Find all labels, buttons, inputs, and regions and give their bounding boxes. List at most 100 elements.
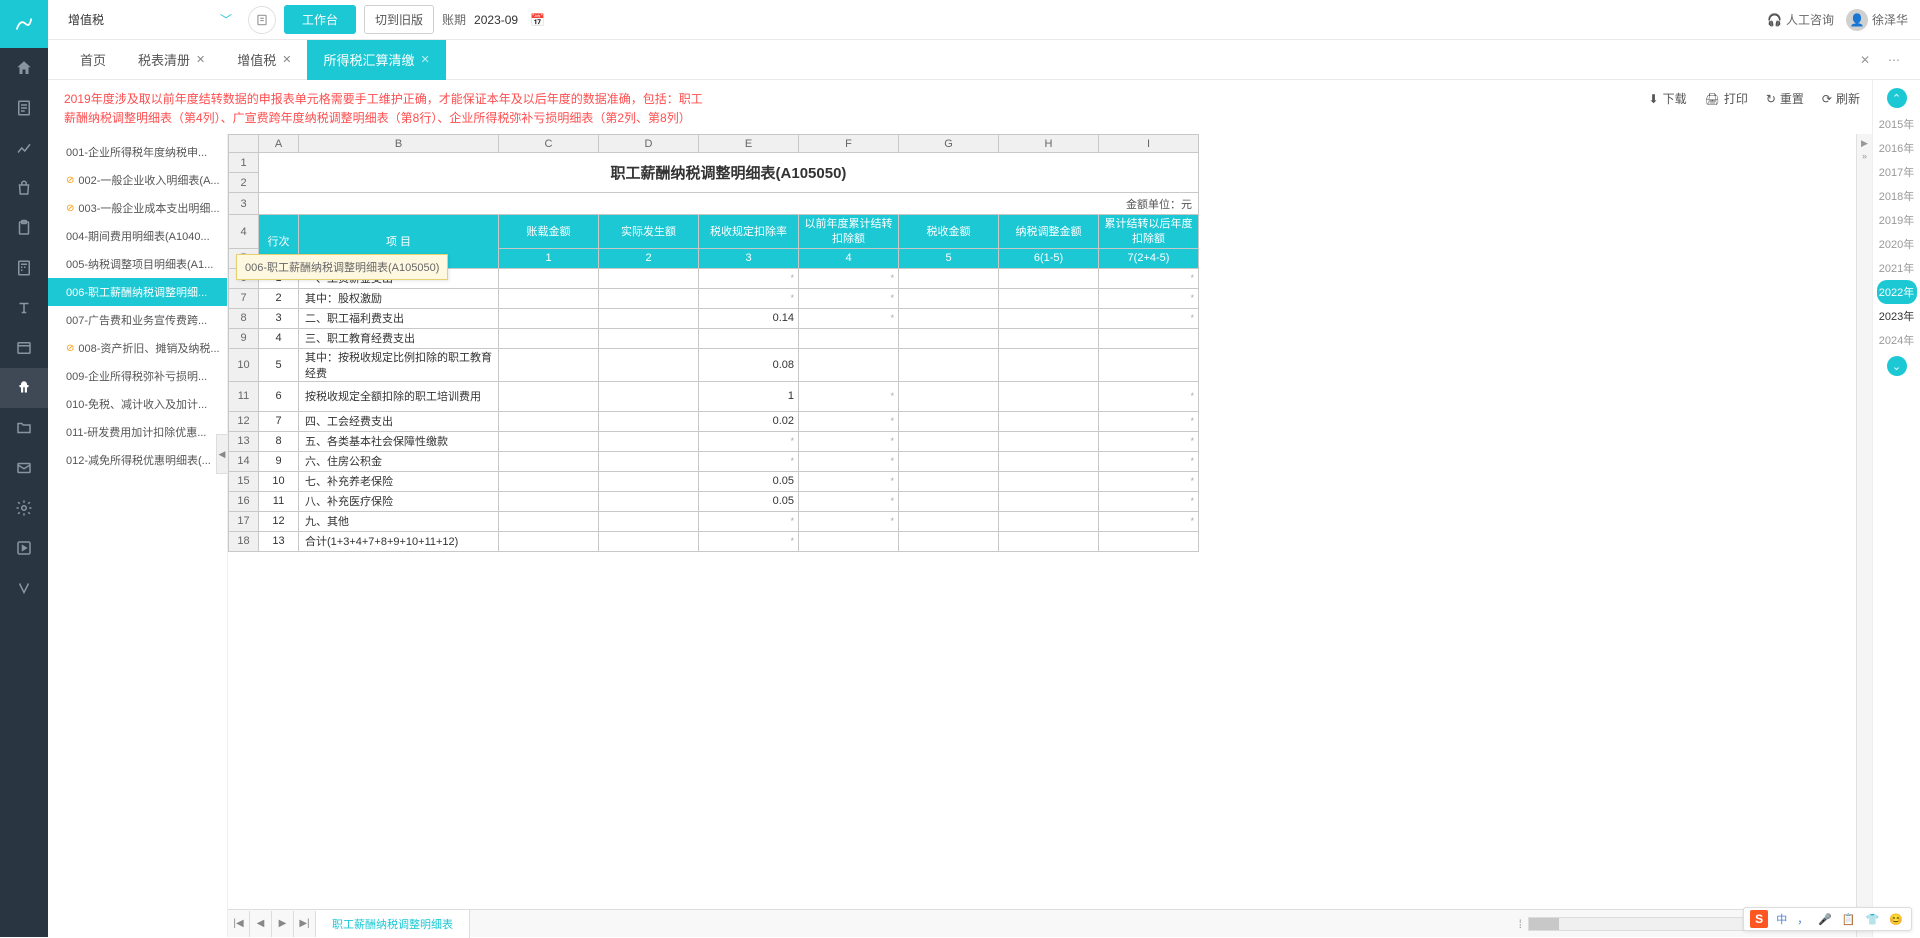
sheet-tab[interactable]: 职工薪酬纳税调整明细表 bbox=[316, 910, 470, 938]
data-cell[interactable] bbox=[599, 288, 699, 308]
data-cell[interactable] bbox=[799, 328, 899, 348]
data-cell[interactable] bbox=[799, 348, 899, 381]
data-cell[interactable] bbox=[499, 511, 599, 531]
nav-settings-icon[interactable] bbox=[0, 488, 48, 528]
data-cell[interactable]: * bbox=[699, 268, 799, 288]
form-list-item[interactable]: 012-减免所得税优惠明细表(... bbox=[48, 446, 227, 474]
data-cell[interactable] bbox=[999, 348, 1099, 381]
data-cell[interactable] bbox=[899, 381, 999, 411]
col-header[interactable]: I bbox=[1099, 135, 1199, 153]
data-cell[interactable] bbox=[899, 328, 999, 348]
nav-folder-icon[interactable] bbox=[0, 408, 48, 448]
form-list-item[interactable]: 005-纳税调整项目明细表(A1... bbox=[48, 250, 227, 278]
col-header[interactable]: D bbox=[599, 135, 699, 153]
data-cell[interactable]: * bbox=[1099, 471, 1199, 491]
year-button[interactable]: 2023年 bbox=[1877, 304, 1917, 328]
row-header[interactable]: 16 bbox=[229, 491, 259, 511]
data-cell[interactable] bbox=[599, 328, 699, 348]
ime-item[interactable]: 📋 bbox=[1840, 913, 1858, 926]
data-cell[interactable] bbox=[899, 511, 999, 531]
data-cell[interactable] bbox=[499, 411, 599, 431]
spreadsheet-table[interactable]: ABCDEFGHI1职工薪酬纳税调整明细表(A105050)23金额单位：元4行… bbox=[228, 134, 1199, 552]
data-cell[interactable] bbox=[499, 491, 599, 511]
data-cell[interactable] bbox=[899, 348, 999, 381]
col-header[interactable]: F bbox=[799, 135, 899, 153]
data-cell[interactable]: * bbox=[699, 511, 799, 531]
data-cell[interactable] bbox=[999, 381, 1099, 411]
row-header[interactable]: 1 bbox=[229, 153, 259, 173]
data-cell[interactable]: 0.02 bbox=[699, 411, 799, 431]
data-cell[interactable] bbox=[1099, 531, 1199, 551]
data-cell[interactable] bbox=[599, 471, 699, 491]
data-cell[interactable] bbox=[699, 328, 799, 348]
data-cell[interactable]: * bbox=[699, 531, 799, 551]
data-cell[interactable] bbox=[499, 471, 599, 491]
year-button[interactable]: 2020年 bbox=[1877, 232, 1917, 256]
data-cell[interactable]: * bbox=[1099, 268, 1199, 288]
nav-bag-icon[interactable] bbox=[0, 168, 48, 208]
tab-2[interactable]: 增值税✕ bbox=[221, 40, 307, 80]
year-button[interactable]: 2024年 bbox=[1877, 328, 1917, 352]
form-list-item[interactable]: 004-期间费用明细表(A1040... bbox=[48, 222, 227, 250]
data-cell[interactable] bbox=[999, 471, 1099, 491]
tab-0[interactable]: 首页 bbox=[64, 40, 122, 80]
nav-window-icon[interactable] bbox=[0, 328, 48, 368]
data-cell[interactable] bbox=[999, 491, 1099, 511]
ime-item[interactable]: 👕 bbox=[1864, 913, 1882, 926]
data-cell[interactable] bbox=[999, 431, 1099, 451]
user-menu[interactable]: 👤 徐泽华 bbox=[1846, 9, 1908, 31]
ime-logo[interactable]: S bbox=[1750, 910, 1768, 928]
col-header[interactable]: C bbox=[499, 135, 599, 153]
period-value[interactable]: 2023-09 bbox=[474, 13, 518, 27]
year-button[interactable]: 2018年 bbox=[1877, 184, 1917, 208]
history-button[interactable] bbox=[248, 6, 276, 34]
data-cell[interactable]: * bbox=[799, 491, 899, 511]
data-cell[interactable]: * bbox=[799, 411, 899, 431]
ime-item[interactable]: 中 bbox=[1774, 911, 1789, 927]
data-cell[interactable] bbox=[499, 431, 599, 451]
workbench-button[interactable]: 工作台 bbox=[284, 5, 356, 34]
nav-v-icon[interactable] bbox=[0, 568, 48, 608]
data-cell[interactable] bbox=[999, 411, 1099, 431]
data-cell[interactable] bbox=[1099, 348, 1199, 381]
form-list-item[interactable]: 006-职工薪酬纳税调整明细... bbox=[48, 278, 227, 306]
year-button[interactable]: 2016年 bbox=[1877, 136, 1917, 160]
row-header[interactable]: 8 bbox=[229, 308, 259, 328]
data-cell[interactable]: 0.05 bbox=[699, 471, 799, 491]
data-cell[interactable] bbox=[999, 511, 1099, 531]
tab-close-all-icon[interactable]: ✕ bbox=[1856, 49, 1874, 71]
data-cell[interactable] bbox=[599, 411, 699, 431]
tab-close-icon[interactable]: ✕ bbox=[282, 53, 291, 66]
data-cell[interactable] bbox=[999, 268, 1099, 288]
form-list-item[interactable]: 001-企业所得税年度纳税申... bbox=[48, 138, 227, 166]
data-cell[interactable] bbox=[499, 531, 599, 551]
data-cell[interactable] bbox=[599, 308, 699, 328]
data-cell[interactable] bbox=[899, 308, 999, 328]
row-header[interactable]: 18 bbox=[229, 531, 259, 551]
ime-item[interactable]: 😊 bbox=[1887, 913, 1905, 926]
tab-1[interactable]: 税表清册✕ bbox=[122, 40, 221, 80]
sheet-nav-first[interactable]: |◀ bbox=[228, 911, 250, 937]
data-cell[interactable]: * bbox=[1099, 511, 1199, 531]
data-cell[interactable] bbox=[599, 511, 699, 531]
year-button[interactable]: 2019年 bbox=[1877, 208, 1917, 232]
data-cell[interactable] bbox=[599, 348, 699, 381]
data-cell[interactable] bbox=[999, 288, 1099, 308]
row-header[interactable]: 12 bbox=[229, 411, 259, 431]
data-cell[interactable] bbox=[499, 451, 599, 471]
download-button[interactable]: ⬇下载 bbox=[1649, 90, 1687, 107]
col-header[interactable]: B bbox=[299, 135, 499, 153]
data-cell[interactable]: * bbox=[699, 431, 799, 451]
company-dropdown[interactable]: 增值税 ﹀ bbox=[60, 7, 240, 32]
data-cell[interactable] bbox=[899, 411, 999, 431]
data-cell[interactable] bbox=[499, 268, 599, 288]
data-cell[interactable] bbox=[999, 451, 1099, 471]
ime-item[interactable]: ， bbox=[1795, 911, 1810, 927]
year-scroll-down[interactable]: ⌄ bbox=[1887, 356, 1907, 376]
data-cell[interactable] bbox=[899, 431, 999, 451]
data-cell[interactable] bbox=[999, 531, 1099, 551]
data-cell[interactable]: * bbox=[699, 288, 799, 308]
year-button[interactable]: 2022年 bbox=[1877, 280, 1917, 304]
sheet-nav-next[interactable]: ▶ bbox=[272, 911, 294, 937]
data-cell[interactable] bbox=[899, 531, 999, 551]
